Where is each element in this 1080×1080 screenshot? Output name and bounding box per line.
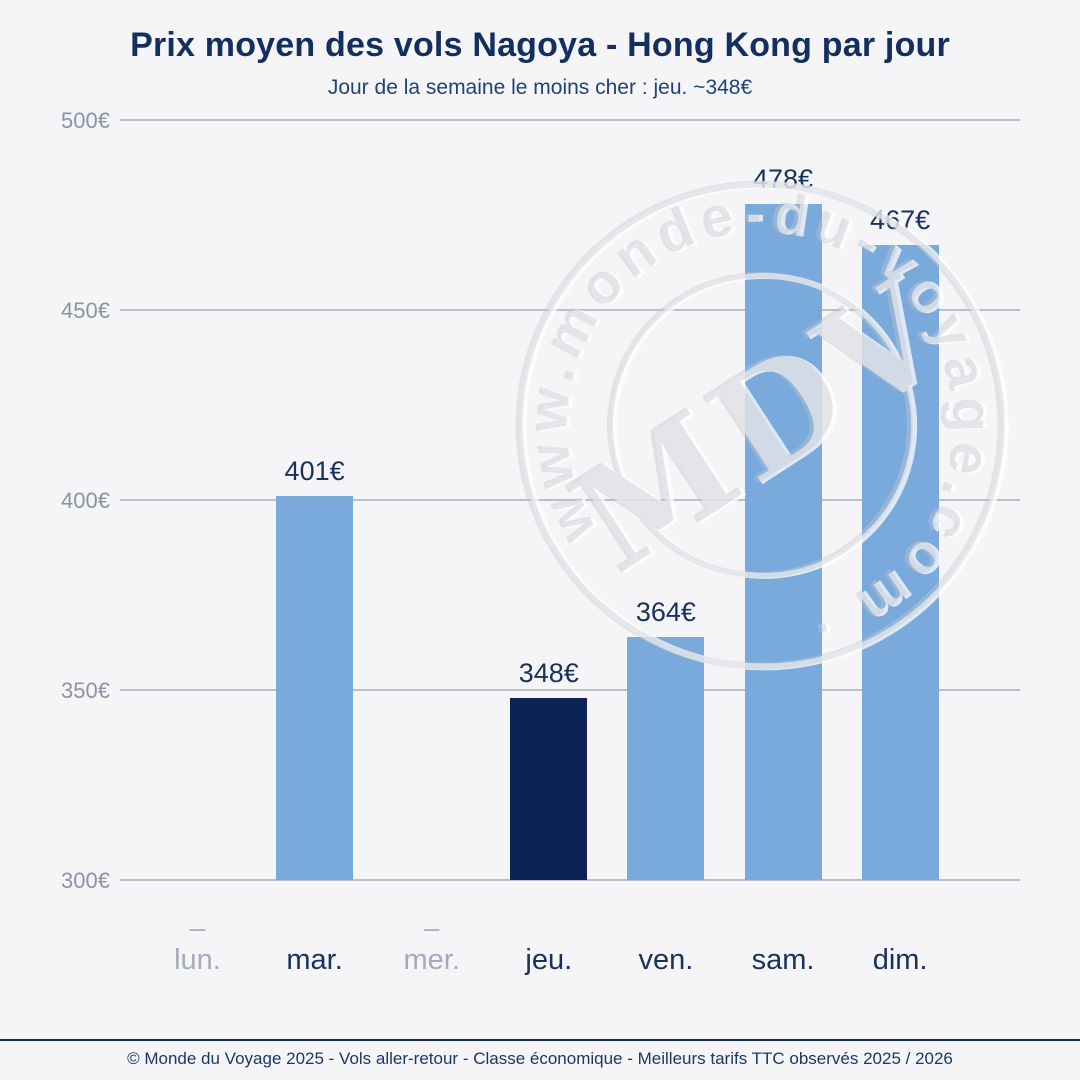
bar-sam (744, 203, 822, 880)
y-axis-label-400: 400€ (61, 488, 110, 513)
x-axis-label-mar: mar. (286, 944, 343, 976)
no-data-marker-lun: – (189, 912, 206, 943)
x-axis-label-lun: lun. (174, 944, 221, 976)
bar-highlight-jeu (510, 697, 588, 880)
x-axis-label-mer: mer. (403, 944, 460, 976)
footer-divider (0, 1039, 1080, 1041)
bar-mar (276, 496, 354, 880)
value-label-ven: 364€ (635, 596, 696, 627)
gridline-500 (120, 119, 1020, 121)
gridline-350 (120, 689, 1020, 691)
no-data-marker-mer: – (423, 912, 440, 943)
value-label-jeu: 348€ (518, 657, 579, 688)
x-axis-label-jeu: jeu. (525, 944, 573, 976)
bar-dim (861, 245, 939, 880)
x-axis-label-sam: sam. (751, 944, 815, 976)
page-title: Prix moyen des vols Nagoya - Hong Kong p… (130, 26, 950, 64)
value-label-sam: 478€ (752, 163, 814, 194)
y-axis-label-350: 350€ (61, 678, 110, 703)
gridline-300 (120, 879, 1020, 881)
y-axis-label-300: 300€ (61, 868, 110, 893)
footer-credits: © Monde du Voyage 2025 - Vols aller-reto… (127, 1049, 953, 1068)
bar-ven (627, 636, 705, 880)
chart-subtitle: Jour de la semaine le moins cher : jeu. … (327, 76, 753, 99)
x-axis-label-ven: ven. (638, 944, 694, 976)
y-axis-label-500: 500€ (61, 108, 110, 133)
value-label-mar: 401€ (284, 456, 345, 487)
x-axis-label-dim: dim. (872, 944, 928, 976)
y-axis-label-450: 450€ (61, 298, 110, 323)
value-label-dim: 467€ (870, 205, 931, 236)
